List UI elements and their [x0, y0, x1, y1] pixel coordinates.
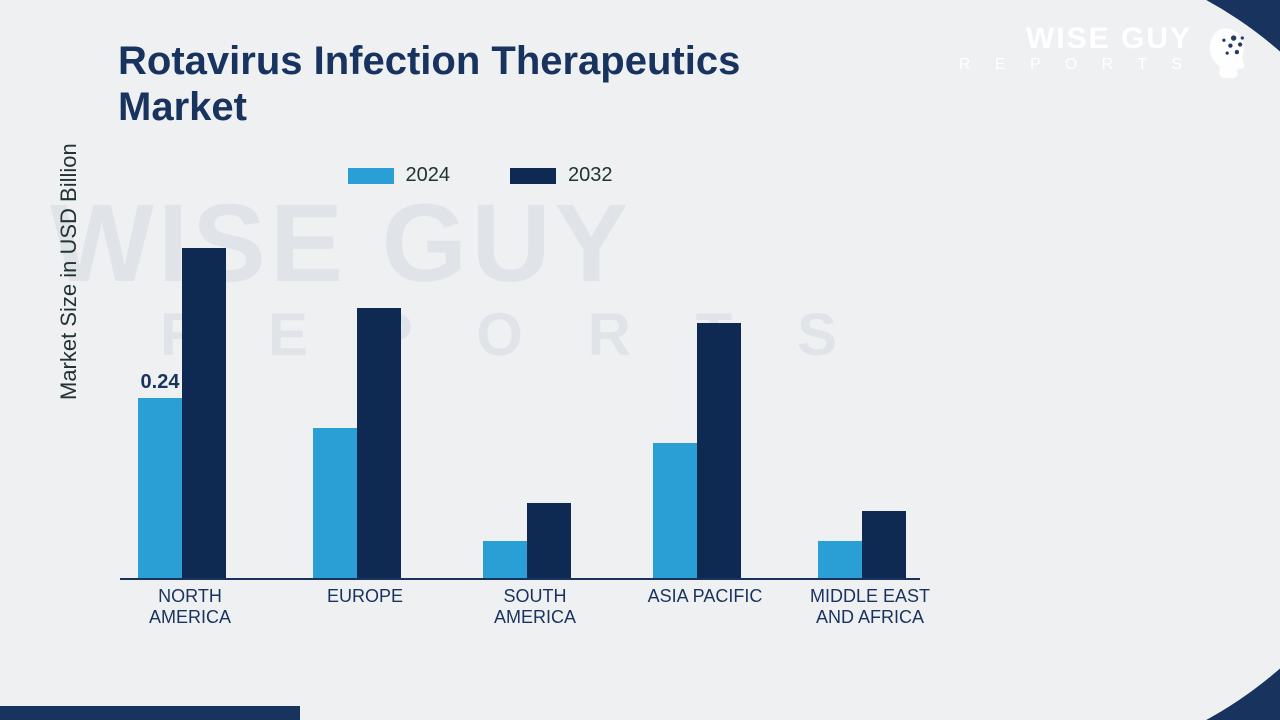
canvas: WISE GUY R E P O R T S Rotavirus Infecti… — [0, 0, 1280, 720]
category-label: SOUTH AMERICA — [465, 586, 605, 627]
bar-2032 — [862, 511, 906, 579]
x-axis-line — [120, 578, 920, 580]
bar-2024 — [653, 443, 697, 578]
legend-swatch-2032 — [510, 168, 556, 184]
bar-2024 — [483, 541, 527, 579]
brand-logo: WISE GUY R E P O R T S — [959, 24, 1252, 74]
legend-item-2024: 2024 — [348, 164, 451, 187]
bar-2032 — [357, 308, 401, 578]
legend-item-2032: 2032 — [510, 164, 613, 187]
bar-2032 — [697, 323, 741, 578]
bar-2032 — [182, 248, 226, 578]
brain-head-icon — [1198, 24, 1252, 78]
legend-label-2032: 2032 — [568, 164, 613, 186]
legend-swatch-2024 — [348, 168, 394, 184]
brand-line1: WISE GUY — [959, 24, 1192, 54]
bar-2024 — [138, 398, 182, 578]
bar-2024 — [313, 428, 357, 578]
bar-2024 — [818, 541, 862, 579]
bar-value-label: 0.24 — [130, 371, 190, 394]
legend-label-2024: 2024 — [406, 164, 451, 186]
y-axis-label: Market Size in USD Billion — [56, 143, 82, 400]
page-title: Rotavirus Infection Therapeutics Market — [118, 38, 838, 130]
bar-2032 — [527, 503, 571, 578]
category-label: ASIA PACIFIC — [635, 586, 775, 607]
brand-line2: R E P O R T S — [959, 56, 1192, 74]
bar-chart: 0.24NORTH AMERICAEUROPESOUTH AMERICAASIA… — [120, 200, 920, 580]
category-label: NORTH AMERICA — [120, 586, 260, 627]
category-label: EUROPE — [295, 586, 435, 607]
footer-accent — [0, 706, 300, 720]
category-label: MIDDLE EAST AND AFRICA — [800, 586, 940, 627]
legend: 2024 2032 — [0, 164, 960, 187]
